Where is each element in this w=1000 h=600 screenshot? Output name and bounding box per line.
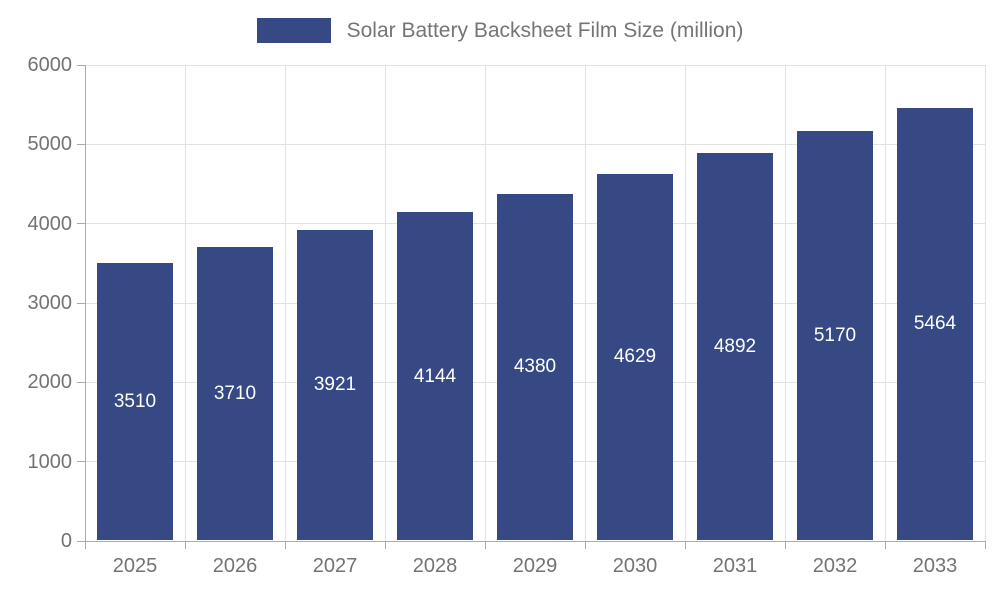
bar-value-label: 4892 — [713, 335, 757, 357]
y-tick-label: 5000 — [27, 133, 73, 156]
bar-2031[interactable] — [697, 152, 773, 540]
gridline-vertical — [884, 65, 886, 541]
y-axis-tick — [77, 143, 85, 145]
x-axis-tick — [984, 541, 986, 549]
legend[interactable]: Solar Battery Backsheet Film Size (milli… — [0, 18, 1000, 43]
x-axis-tick — [484, 541, 486, 549]
bar-2025[interactable] — [97, 262, 173, 540]
bar-value-label: 3510 — [113, 390, 157, 412]
bar-value-label: 3710 — [213, 382, 257, 404]
bar-2029[interactable] — [497, 193, 573, 540]
x-tick-label: 2030 — [612, 555, 658, 577]
y-axis-tick — [77, 461, 85, 463]
gridline-vertical — [684, 65, 686, 541]
gridline-vertical — [784, 65, 786, 541]
bar-2030[interactable] — [597, 173, 673, 540]
y-axis-tick — [77, 381, 85, 383]
x-axis-tick — [384, 541, 386, 549]
bar-2028[interactable] — [397, 212, 473, 540]
bar-value-label: 4380 — [513, 356, 557, 378]
gridline-horizontal — [85, 64, 985, 66]
legend-label: Solar Battery Backsheet Film Size (milli… — [346, 18, 744, 42]
gridline-vertical — [384, 65, 386, 541]
gridline-vertical — [584, 65, 586, 541]
y-axis-tick — [77, 64, 85, 66]
bar-value-label: 4629 — [613, 346, 657, 368]
bar-2033[interactable] — [897, 107, 973, 540]
y-axis-line — [84, 65, 86, 549]
x-tick-label: 2026 — [212, 555, 258, 577]
gridline-vertical — [984, 65, 986, 541]
bar-value-label: 5464 — [913, 313, 957, 335]
gridline-vertical — [284, 65, 286, 541]
x-axis-tick — [184, 541, 186, 549]
y-axis-tick — [77, 223, 85, 225]
x-tick-label: 2028 — [412, 555, 458, 577]
y-tick-label: 4000 — [27, 212, 73, 235]
bar-2027[interactable] — [297, 229, 373, 540]
bar-value-label: 4144 — [413, 365, 457, 387]
y-tick-label: 2000 — [27, 371, 73, 394]
x-tick-label: 2029 — [512, 555, 558, 577]
gridline-horizontal — [85, 143, 985, 145]
y-tick-label: 0 — [60, 530, 72, 552]
x-axis-tick — [884, 541, 886, 549]
y-tick-label: 6000 — [27, 54, 73, 76]
gridline-vertical — [484, 65, 486, 541]
y-tick-label: 3000 — [27, 292, 73, 314]
legend-swatch — [256, 18, 331, 43]
x-tick-label: 2027 — [312, 555, 358, 577]
x-axis-tick — [284, 541, 286, 549]
gridline-vertical — [184, 65, 186, 541]
x-axis-tick — [784, 541, 786, 549]
bar-2032[interactable] — [797, 130, 873, 540]
x-tick-label: 2032 — [812, 555, 858, 577]
x-axis-tick — [584, 541, 586, 549]
y-tick-label: 1000 — [27, 450, 73, 473]
bar-value-label: 5170 — [813, 324, 857, 346]
x-axis-line — [77, 540, 985, 542]
bar-2026[interactable] — [197, 246, 273, 540]
x-axis-tick — [684, 541, 686, 549]
x-tick-label: 2031 — [712, 555, 758, 577]
bar-value-label: 3921 — [313, 374, 357, 396]
y-axis-tick — [77, 302, 85, 304]
x-tick-label: 2033 — [912, 555, 958, 577]
x-tick-label: 2025 — [112, 555, 158, 577]
